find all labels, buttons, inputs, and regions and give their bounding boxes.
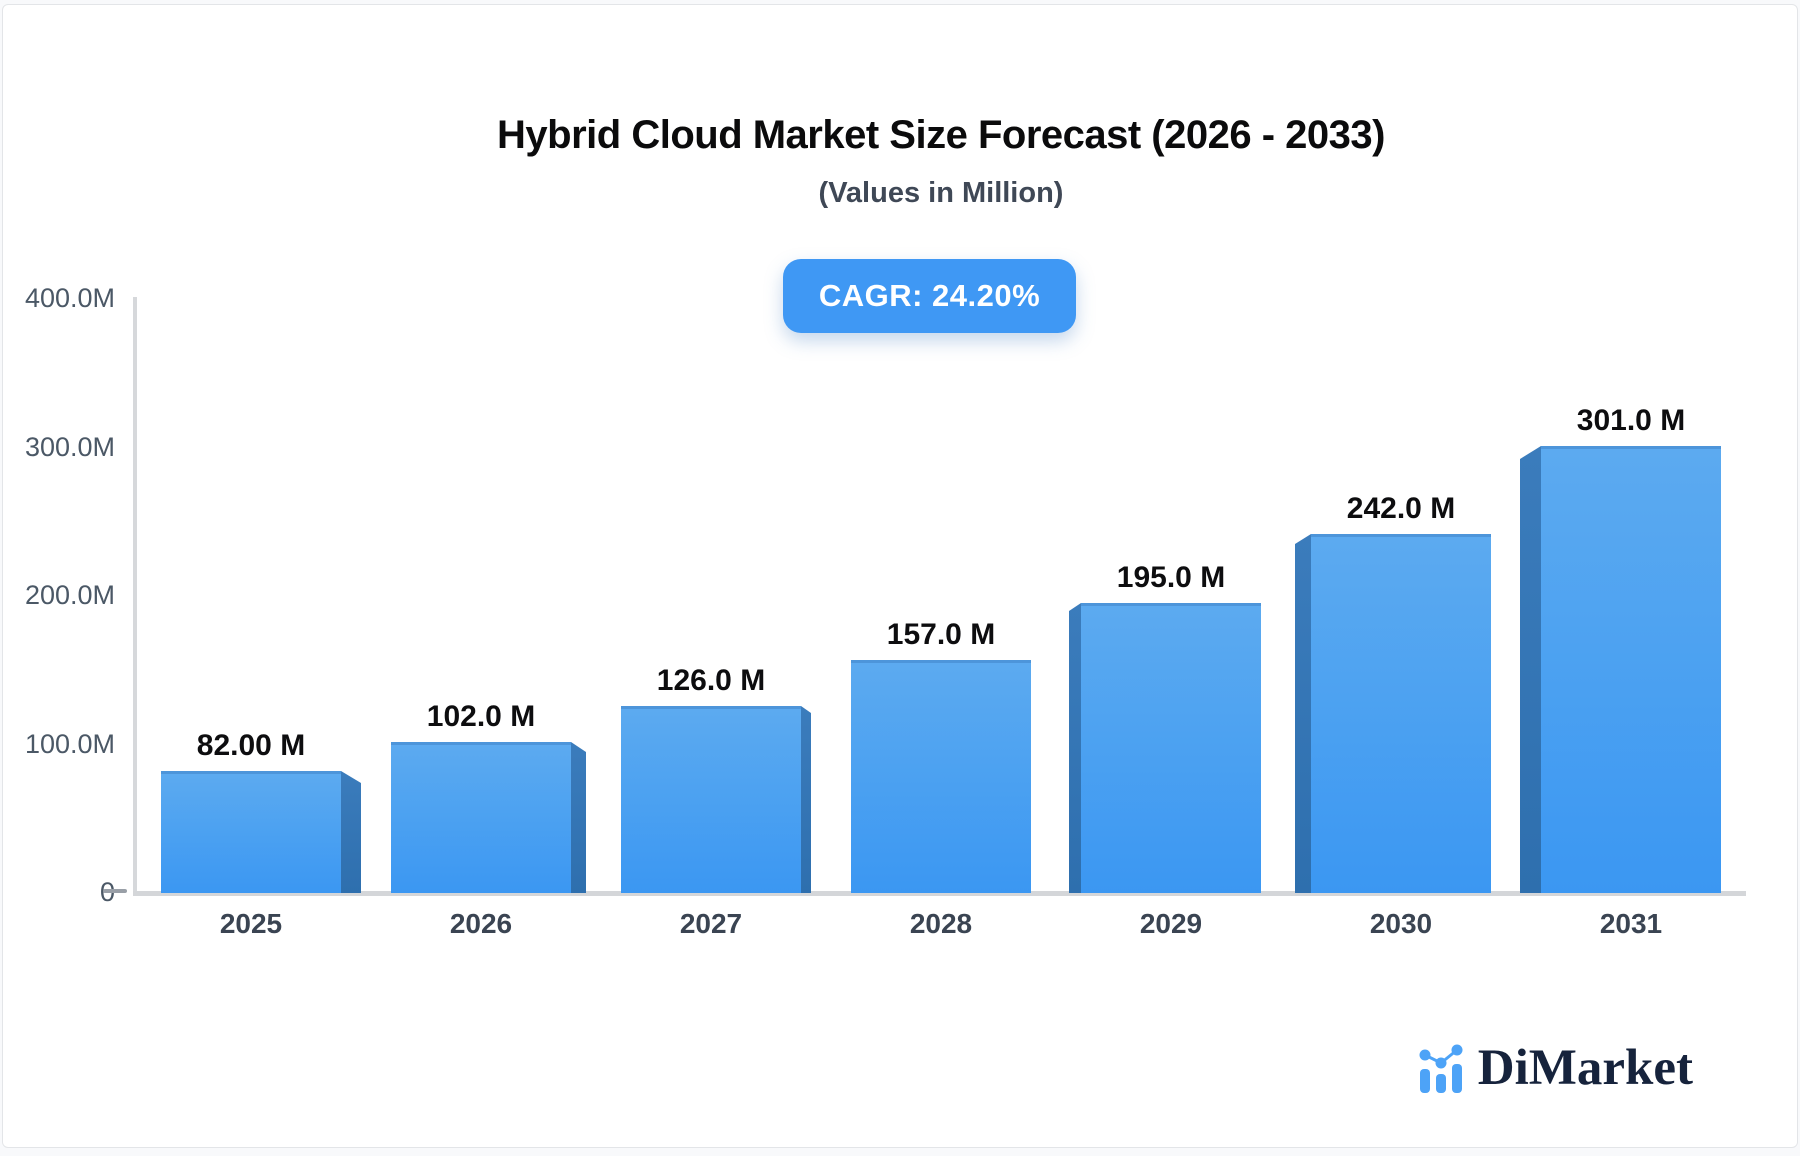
bar-value-label: 126.0 M bbox=[656, 664, 766, 697]
bar-side-panel bbox=[341, 771, 361, 893]
bar-side-panel bbox=[1295, 534, 1311, 893]
chart-card: Hybrid Cloud Market Size Forecast (2026 … bbox=[2, 4, 1798, 1148]
cagr-badge: CAGR: 24.20% bbox=[783, 259, 1076, 333]
y-tick-label: 200.0M bbox=[24, 580, 115, 610]
x-axis-baseline bbox=[133, 891, 1746, 896]
x-axis-label-2031: 2031 bbox=[1599, 908, 1663, 939]
chart-subtitle: (Values in Million) bbox=[818, 177, 1064, 209]
bar-side-panel bbox=[1520, 446, 1541, 893]
bar-2025[interactable]: 82.00 M bbox=[161, 729, 361, 893]
x-axis-label-2026: 2026 bbox=[449, 908, 513, 939]
bar-2027[interactable]: 126.0 M bbox=[621, 664, 811, 893]
y-axis-line bbox=[133, 297, 137, 893]
y-tick-label: 300.0M bbox=[24, 431, 115, 462]
bar-2030[interactable]: 242.0 M bbox=[1295, 492, 1491, 893]
bar-2031[interactable]: 301.0 M bbox=[1520, 404, 1721, 893]
bar-slot-2031: 301.0 M bbox=[1516, 299, 1746, 893]
bar-value-label: 242.0 M bbox=[1346, 492, 1456, 525]
bar-slot-2026: 102.0 M bbox=[366, 299, 596, 893]
dimarket-logo: DiMarket bbox=[1417, 1043, 1693, 1094]
bar-2028[interactable]: 157.0 M bbox=[851, 618, 1031, 893]
zero-tick-mark bbox=[103, 889, 127, 893]
bar-value-label: 301.0 M bbox=[1576, 404, 1686, 437]
bar-2029[interactable]: 195.0 M bbox=[1069, 561, 1261, 893]
cagr-badge-label: CAGR: 24.20% bbox=[818, 278, 1041, 313]
bar-side-panel bbox=[1069, 603, 1081, 893]
bar-value-label: 195.0 M bbox=[1116, 561, 1226, 594]
y-tick-label: 0 bbox=[3, 877, 115, 908]
bar-value-label: 157.0 M bbox=[886, 618, 996, 651]
x-axis-label-2030: 2030 bbox=[1369, 908, 1433, 939]
bar-slot-2025: 82.00 M bbox=[136, 299, 366, 893]
y-tick-label: 400.0M bbox=[24, 283, 115, 313]
bar-2026[interactable]: 102.0 M bbox=[391, 700, 586, 893]
mini-bar-line-chart-icon bbox=[1419, 1044, 1463, 1093]
x-axis-label-2025: 2025 bbox=[219, 908, 283, 939]
bar-slot-2027: 126.0 M bbox=[596, 299, 826, 893]
x-axis-label-2027: 2027 bbox=[679, 908, 743, 939]
bar-value-label: 82.00 M bbox=[196, 729, 306, 762]
bar-value-label: 102.0 M bbox=[426, 700, 536, 733]
chart-title: Hybrid Cloud Market Size Forecast (2026 … bbox=[497, 113, 1385, 157]
bar-side-panel bbox=[801, 706, 811, 893]
bar-slot-2029: 195.0 M bbox=[1056, 299, 1286, 893]
y-tick-label: 100.0M bbox=[24, 728, 115, 759]
x-axis-label-2029: 2029 bbox=[1139, 908, 1203, 939]
x-axis-label-2028: 2028 bbox=[909, 908, 973, 939]
bar-slot-2030: 242.0 M bbox=[1286, 299, 1516, 893]
bar-slot-2028: 157.0 M bbox=[826, 299, 1056, 893]
bar-side-panel bbox=[571, 742, 586, 893]
logo-text: DiMarket bbox=[1477, 1040, 1693, 1096]
x-axis-labels: 2025 2026 2027 2028 2029 2030 2031 bbox=[136, 908, 1746, 950]
plot-area: 82.00 M 102.0 M 126.0 M 157.0 M 195.0 M 242.0… bbox=[136, 299, 1746, 893]
